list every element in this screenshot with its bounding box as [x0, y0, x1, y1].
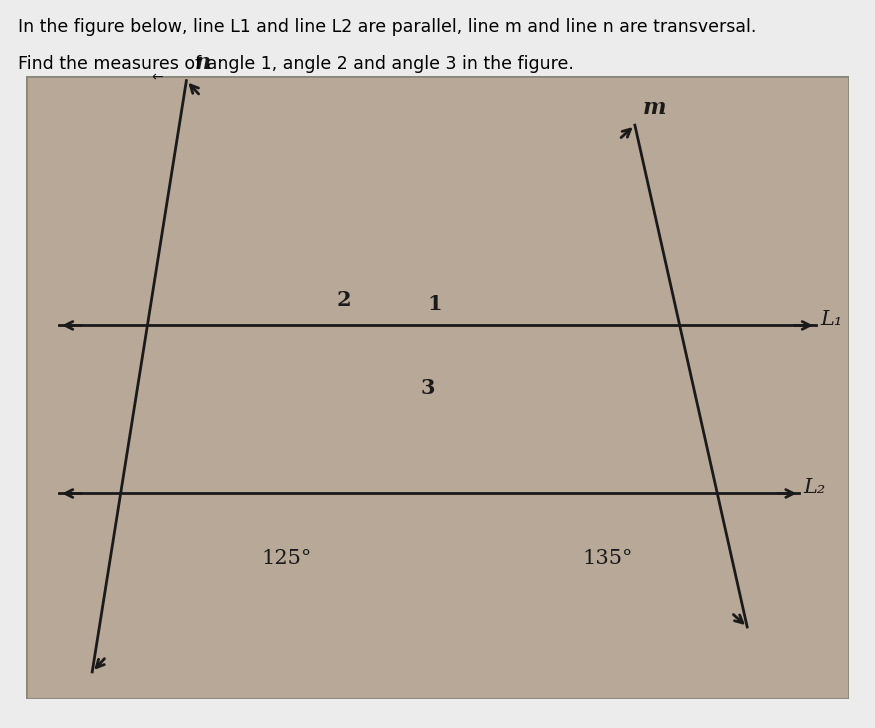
Text: 125°: 125° — [262, 550, 312, 569]
Text: 1: 1 — [428, 294, 442, 314]
Text: Find the measures of angle 1, angle 2 and angle 3 in the figure.: Find the measures of angle 1, angle 2 an… — [18, 55, 573, 73]
Text: In the figure below, line L1 and line L2 are parallel, line m and line n are tra: In the figure below, line L1 and line L2… — [18, 18, 756, 36]
Text: 2: 2 — [337, 290, 351, 310]
Text: L₁: L₁ — [820, 309, 843, 328]
Text: m: m — [643, 97, 667, 119]
Text: ←: ← — [151, 71, 164, 84]
Text: L₂: L₂ — [803, 478, 826, 496]
Text: 3: 3 — [421, 379, 436, 398]
Text: 135°: 135° — [583, 550, 634, 569]
Text: n: n — [194, 52, 211, 74]
